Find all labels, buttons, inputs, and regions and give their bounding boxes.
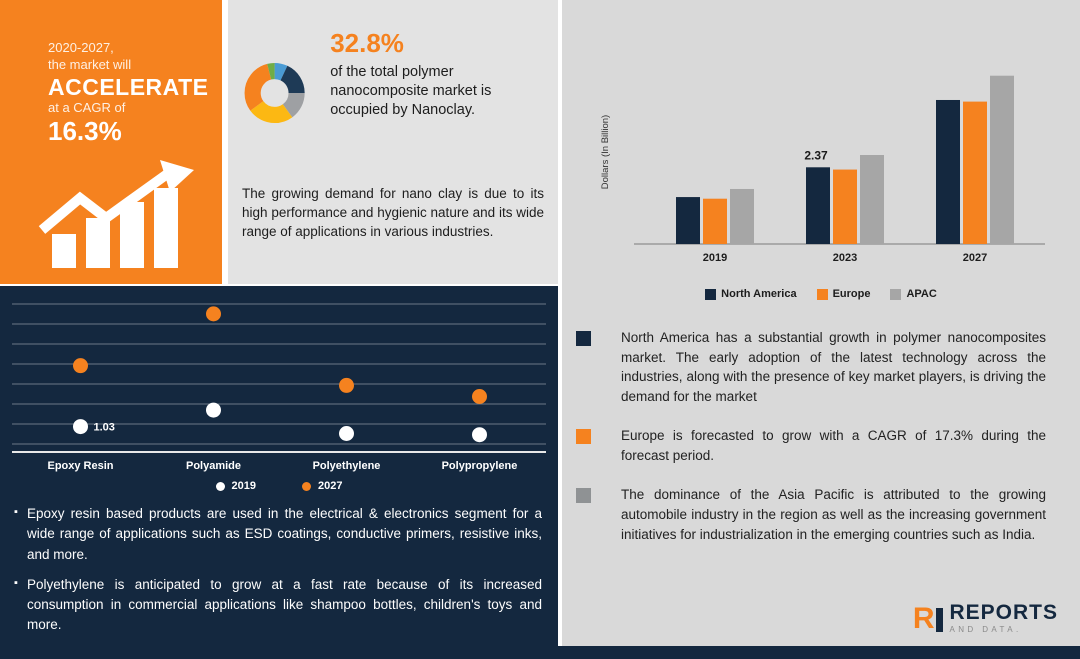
promo-period: 2020-2027, <box>48 40 114 55</box>
svg-text:Polyethylene: Polyethylene <box>313 460 381 472</box>
brand-bar-icon <box>936 607 944 632</box>
bullet-square-icon <box>576 429 591 445</box>
brand-text: REPORTS AND DATA. <box>949 602 1058 634</box>
legend-swatch-icon <box>816 288 828 300</box>
legend-label: 2027 <box>318 480 343 492</box>
nanoclay-note: The growing demand for nano clay is due … <box>242 186 544 240</box>
bar-legend: North America Europe APAC <box>562 288 1080 300</box>
regional-bullet-item: North America has a substantial growth i… <box>576 328 1046 406</box>
svg-text:2019: 2019 <box>703 252 727 264</box>
svg-text:Polypropylene: Polypropylene <box>442 460 518 472</box>
promo-panel: 2020-2027, the market will ACCELERATE at… <box>0 0 222 284</box>
legend-swatch-icon <box>705 288 717 300</box>
svg-text:2.37: 2.37 <box>804 148 828 162</box>
dot-legend: 2019 2027 <box>0 480 558 492</box>
svg-text:Dollars (In Billion): Dollars (In Billion) <box>600 115 611 189</box>
legend-dot-icon <box>215 481 225 491</box>
applications-dot-chart: Epoxy Resin Polyamide Polyethylene Polyprop… <box>12 303 546 472</box>
brand-letter: R <box>912 601 935 635</box>
bar-legend-item: APAC <box>890 288 937 300</box>
bullet-square-icon <box>576 331 591 346</box>
footer-strip <box>0 646 1080 659</box>
nanoclay-desc: of the total polymer nanocomposite marke… <box>330 64 492 119</box>
dot-legend-item: 2019 <box>215 480 256 492</box>
svg-text:Epoxy Resin: Epoxy Resin <box>47 460 113 472</box>
promo-line4: at a CAGR of <box>48 100 126 116</box>
bullet-text: The dominance of the Asia Pacific is att… <box>621 487 1046 542</box>
nanoclay-row: 32.8% of the total polymer nanocomposite… <box>236 12 544 174</box>
nanoclay-stat: 32.8% <box>330 28 404 58</box>
legend-swatch-icon <box>890 288 902 300</box>
svg-text:2027: 2027 <box>963 252 987 264</box>
svg-text:1.03: 1.03 <box>94 422 115 434</box>
svg-text:Polyamide: Polyamide <box>186 460 241 472</box>
legend-dot-icon <box>302 481 311 491</box>
dot-legend-item: 2027 <box>302 480 342 492</box>
bullet-item: Epoxy resin based products are used in t… <box>14 504 542 565</box>
legend-label: North America <box>721 288 797 300</box>
brand-name: REPORTS <box>949 601 1058 624</box>
bullet-text: Europe is forecasted to grow with a CAGR… <box>621 428 1046 463</box>
bar-legend-item: North America <box>705 288 797 300</box>
nanoclay-stat-block: 32.8% of the total polymer nanocomposite… <box>314 12 544 120</box>
bullet-text: North America has a substantial growth i… <box>621 330 1046 404</box>
brand-mark-icon: R <box>912 601 944 635</box>
regional-notes: North America has a substantial growth i… <box>562 328 1080 544</box>
promo-headline: ACCELERATE <box>48 73 209 100</box>
applications-panel: Epoxy Resin Polyamide Polyethylene Polyprop… <box>0 286 558 659</box>
nanoclay-donut <box>244 62 305 124</box>
applications-notes: Epoxy resin based products are used in t… <box>0 504 558 636</box>
legend-label: 2019 <box>231 480 256 492</box>
regional-bar-chart: 2019 2023 2027 2.37 Dollars (In Billion) <box>600 75 1045 264</box>
nanoclay-panel: 32.8% of the total polymer nanocomposite… <box>228 0 558 284</box>
legend-label: APAC <box>906 288 937 300</box>
bullet-square-icon <box>576 488 591 504</box>
legend-label: Europe <box>832 288 871 300</box>
brand-logo: R REPORTS AND DATA. <box>913 602 1058 634</box>
bullet-item: Polyethylene is anticipated to grow at a… <box>14 575 542 636</box>
brand-subtitle: AND DATA. <box>949 625 1022 634</box>
svg-text:2023: 2023 <box>833 252 857 264</box>
regional-bullet-item: The dominance of the Asia Pacific is att… <box>576 485 1046 544</box>
regional-bullet-item: Europe is forecasted to grow with a CAGR… <box>576 426 1046 465</box>
regional-panel: 2019 2023 2027 2.37 Dollars (In Billion) Nor… <box>562 0 1080 646</box>
growth-chart-icon <box>38 159 194 268</box>
bar-legend-item: Europe <box>816 288 871 300</box>
promo-cagr: 16.3% <box>48 116 122 147</box>
promo-line2: the market will <box>48 56 132 72</box>
